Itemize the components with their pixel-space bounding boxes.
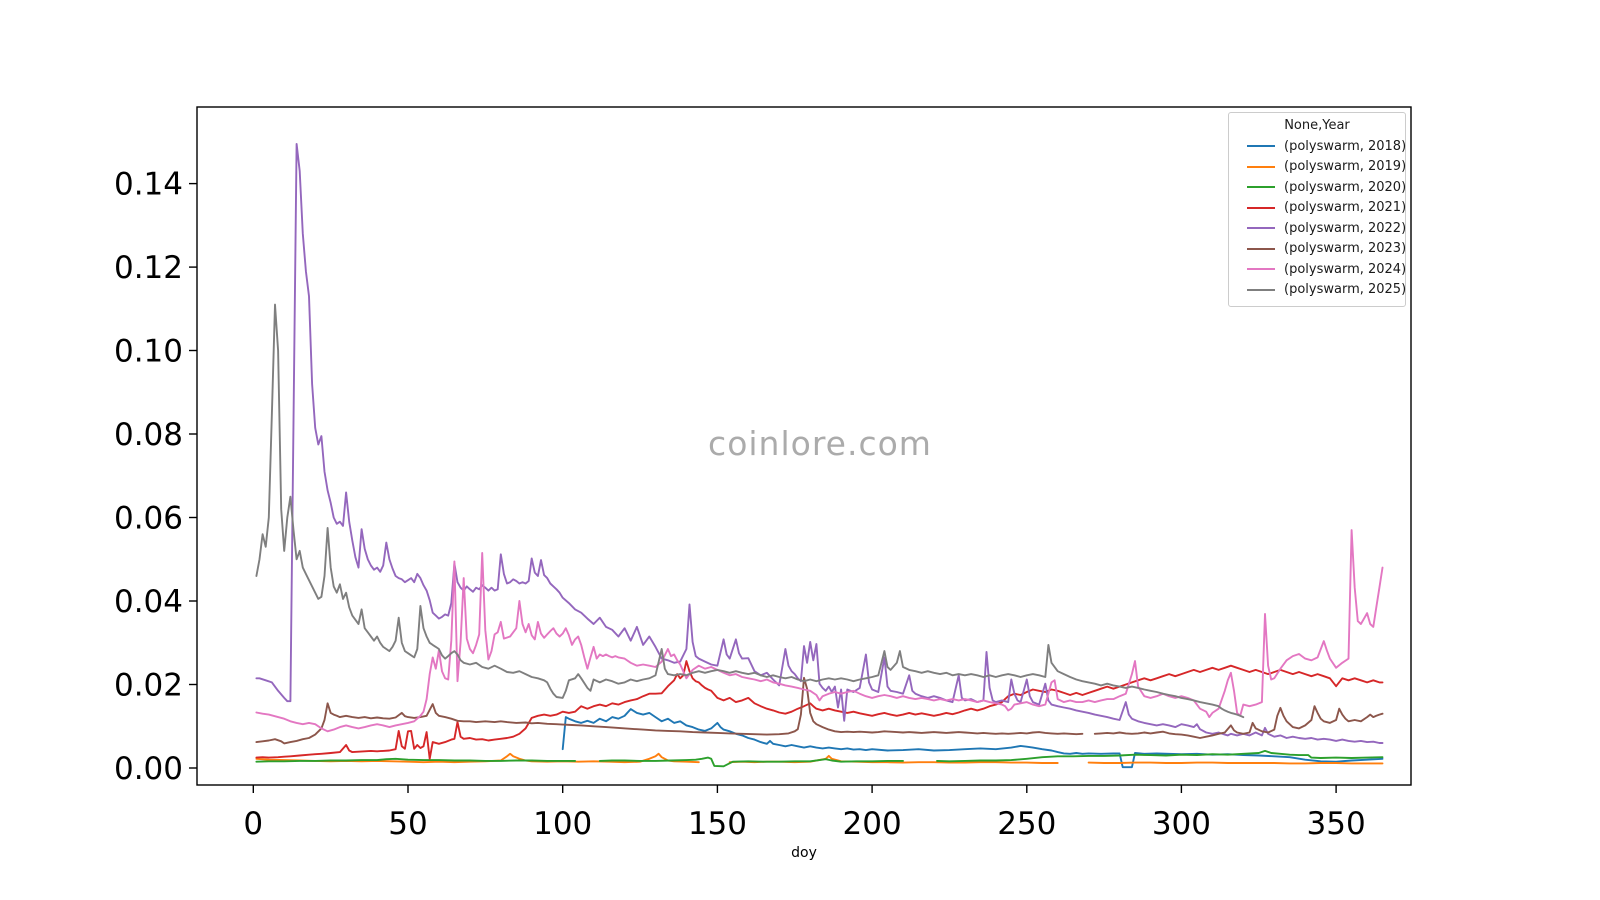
y-tick-label: 0.00 [114,751,183,787]
y-tick-label: 0.06 [114,501,183,537]
x-axis-label: doy [791,845,817,861]
legend-title: None,Year [1284,118,1350,133]
series-line-2023 [255,676,1384,745]
y-tick-label: 0.04 [114,584,183,620]
legend-line-swatch [1247,145,1275,148]
series-line-2024 [255,529,1384,733]
legend-item-label: (polyswarm, 2025) [1284,282,1407,298]
legend-line-swatch [1247,227,1275,230]
x-tick-label: 150 [688,806,747,842]
legend-item-label: (polyswarm, 2020) [1284,179,1407,195]
legend: None,Year (polyswarm, 2018) (polyswarm, 2… [1228,112,1406,307]
legend-line-swatch [1247,247,1275,250]
x-tick-label: 250 [997,806,1056,842]
y-tick-label: 0.08 [114,417,183,453]
legend-item-label: (polyswarm, 2018) [1284,138,1407,154]
legend-item: (polyswarm, 2025) [1235,280,1406,301]
legend-item: (polyswarm, 2023) [1235,239,1406,260]
legend-item-label: (polyswarm, 2023) [1284,241,1407,257]
axes-frame [196,106,1412,786]
x-tick-label: 100 [533,806,592,842]
x-tick-label: 300 [1152,806,1211,842]
x-tick-label: 200 [843,806,902,842]
legend-item: (polyswarm, 2021) [1235,198,1406,219]
legend-line-swatch [1247,206,1275,209]
legend-item-label: (polyswarm, 2019) [1284,159,1407,175]
series-line-2021 [255,660,1384,760]
legend-line-swatch [1247,288,1275,291]
x-tick-label: 50 [388,806,427,842]
legend-item-label: (polyswarm, 2021) [1284,200,1407,216]
series-line-2018 [561,708,1384,769]
series-line-2025 [255,303,1245,719]
legend-item-label: (polyswarm, 2022) [1284,220,1407,236]
x-tick-label: 350 [1307,806,1366,842]
legend-line-swatch [1247,165,1275,168]
legend-item: (polyswarm, 2020) [1235,177,1406,198]
series-line-2022 [255,142,1384,744]
legend-line-swatch [1247,186,1275,189]
y-tick-label: 0.02 [114,668,183,704]
y-tick-label: 0.14 [114,167,183,203]
legend-line-swatch [1247,268,1275,271]
legend-item: (polyswarm, 2018) [1235,136,1406,157]
legend-item: (polyswarm, 2024) [1235,259,1406,280]
series-line-2020 [255,749,1384,768]
y-tick-label: 0.10 [114,334,183,370]
legend-item: (polyswarm, 2022) [1235,218,1406,239]
legend-item-label: (polyswarm, 2024) [1284,261,1407,277]
legend-item: (polyswarm, 2019) [1235,157,1406,178]
x-tick-label: 0 [243,806,263,842]
y-tick-label: 0.12 [114,250,183,286]
